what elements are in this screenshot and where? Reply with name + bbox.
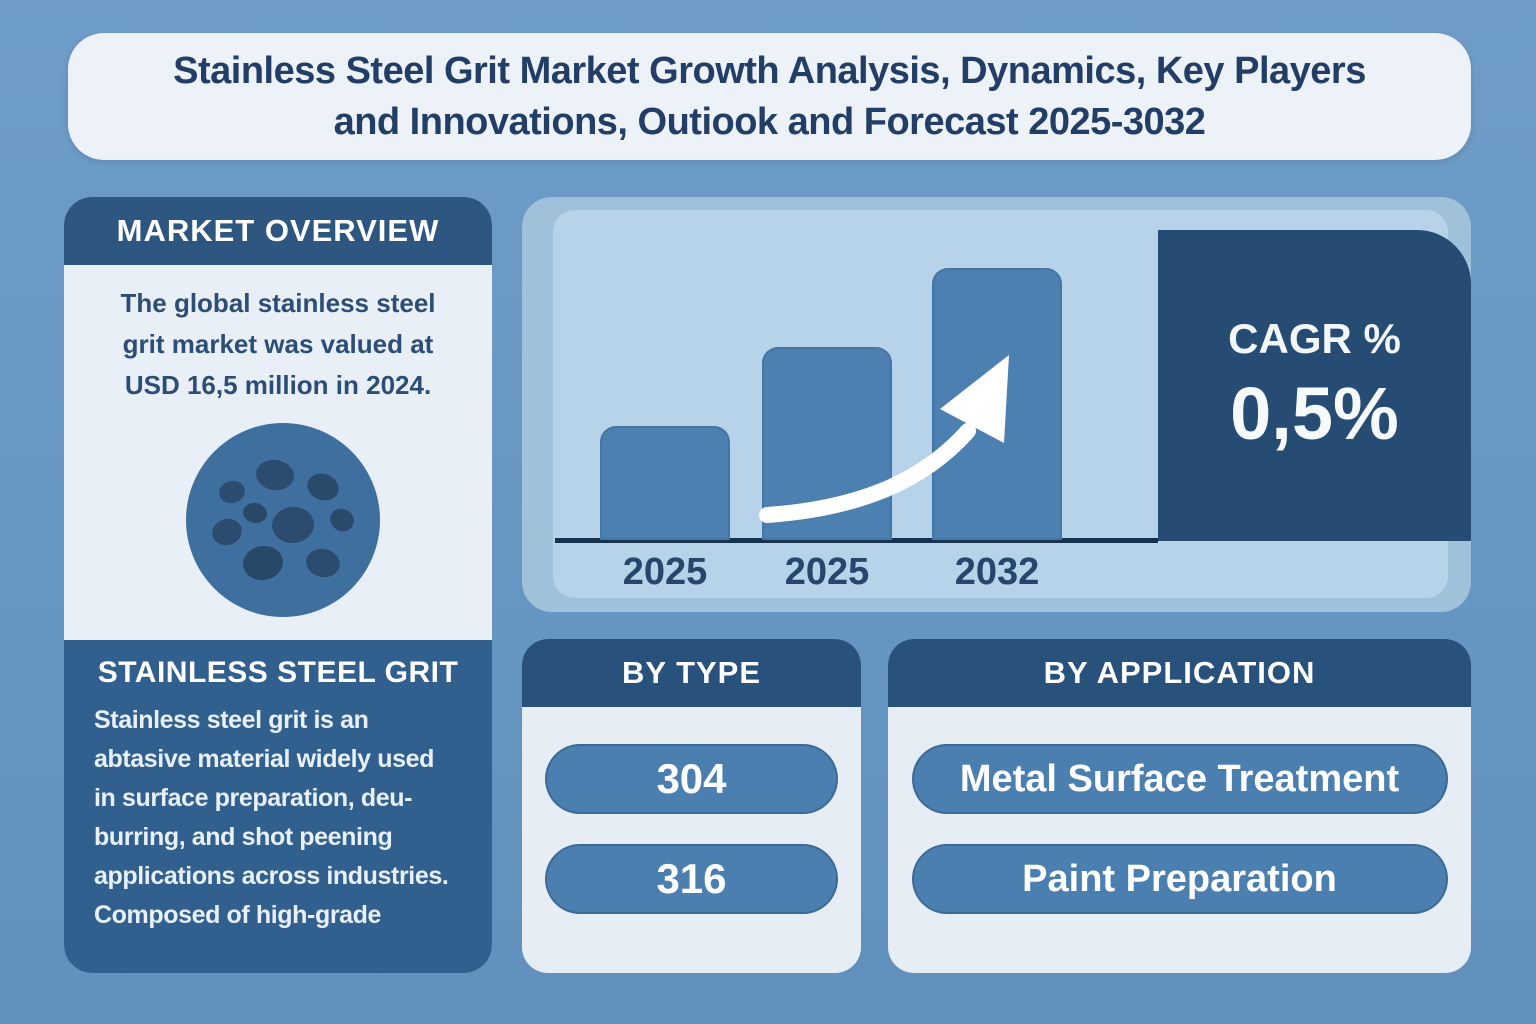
option-pill: Metal Surface Treatment	[911, 744, 1448, 814]
market-overview-text: The global stainless steel grit market w…	[120, 288, 436, 400]
by-type-list: 304 316	[522, 707, 861, 914]
option-pill: Paint Preparation	[911, 844, 1448, 914]
page-title: Stainless Steel Grit Market Growth Analy…	[173, 49, 1366, 143]
chart-bar	[762, 347, 892, 540]
by-application-list: Metal Surface Treatment Paint Preparation	[888, 707, 1471, 914]
market-overview-card: MARKET OVERVIEW The global stainless ste…	[64, 197, 492, 973]
cagr-value: 0,5%	[1230, 372, 1399, 455]
chart-axis-line	[555, 538, 1158, 543]
by-type-card: BY TYPE 304 316	[522, 639, 861, 973]
by-application-card: BY APPLICATION Metal Surface Treatment Pa…	[888, 639, 1471, 973]
market-overview-header: MARKET OVERVIEW	[64, 197, 492, 265]
cagr-box: CAGR % 0,5%	[1158, 230, 1471, 541]
chart-bar-label: 2025	[784, 551, 870, 593]
chart-bar	[932, 268, 1062, 540]
option-pill: 316	[545, 844, 838, 914]
cagr-label: CAGR %	[1228, 315, 1401, 362]
market-growth-chart-card: 2025 2025 2032 CAGR % 0,5%	[522, 197, 1471, 612]
stainless-steel-grit-heading: STAINLESS STEEL GRIT	[97, 656, 459, 689]
by-type-header: BY TYPE	[522, 639, 861, 707]
title-banner: Stainless Steel Grit Market Growth Analy…	[68, 33, 1471, 160]
chart-bar-label: 2025	[622, 551, 708, 593]
option-pill: 304	[545, 744, 838, 814]
stainless-steel-grit-text: Stainless steel grit is an abtasive mate…	[94, 706, 449, 929]
chart-bar	[600, 426, 730, 540]
chart-bar-label: 2032	[954, 551, 1040, 593]
stainless-steel-grit-section: STAINLESS STEEL GRIT Stainless steel gri…	[64, 640, 492, 973]
grit-particles-icon	[186, 423, 380, 617]
by-application-header: BY APPLICATION	[888, 639, 1471, 707]
